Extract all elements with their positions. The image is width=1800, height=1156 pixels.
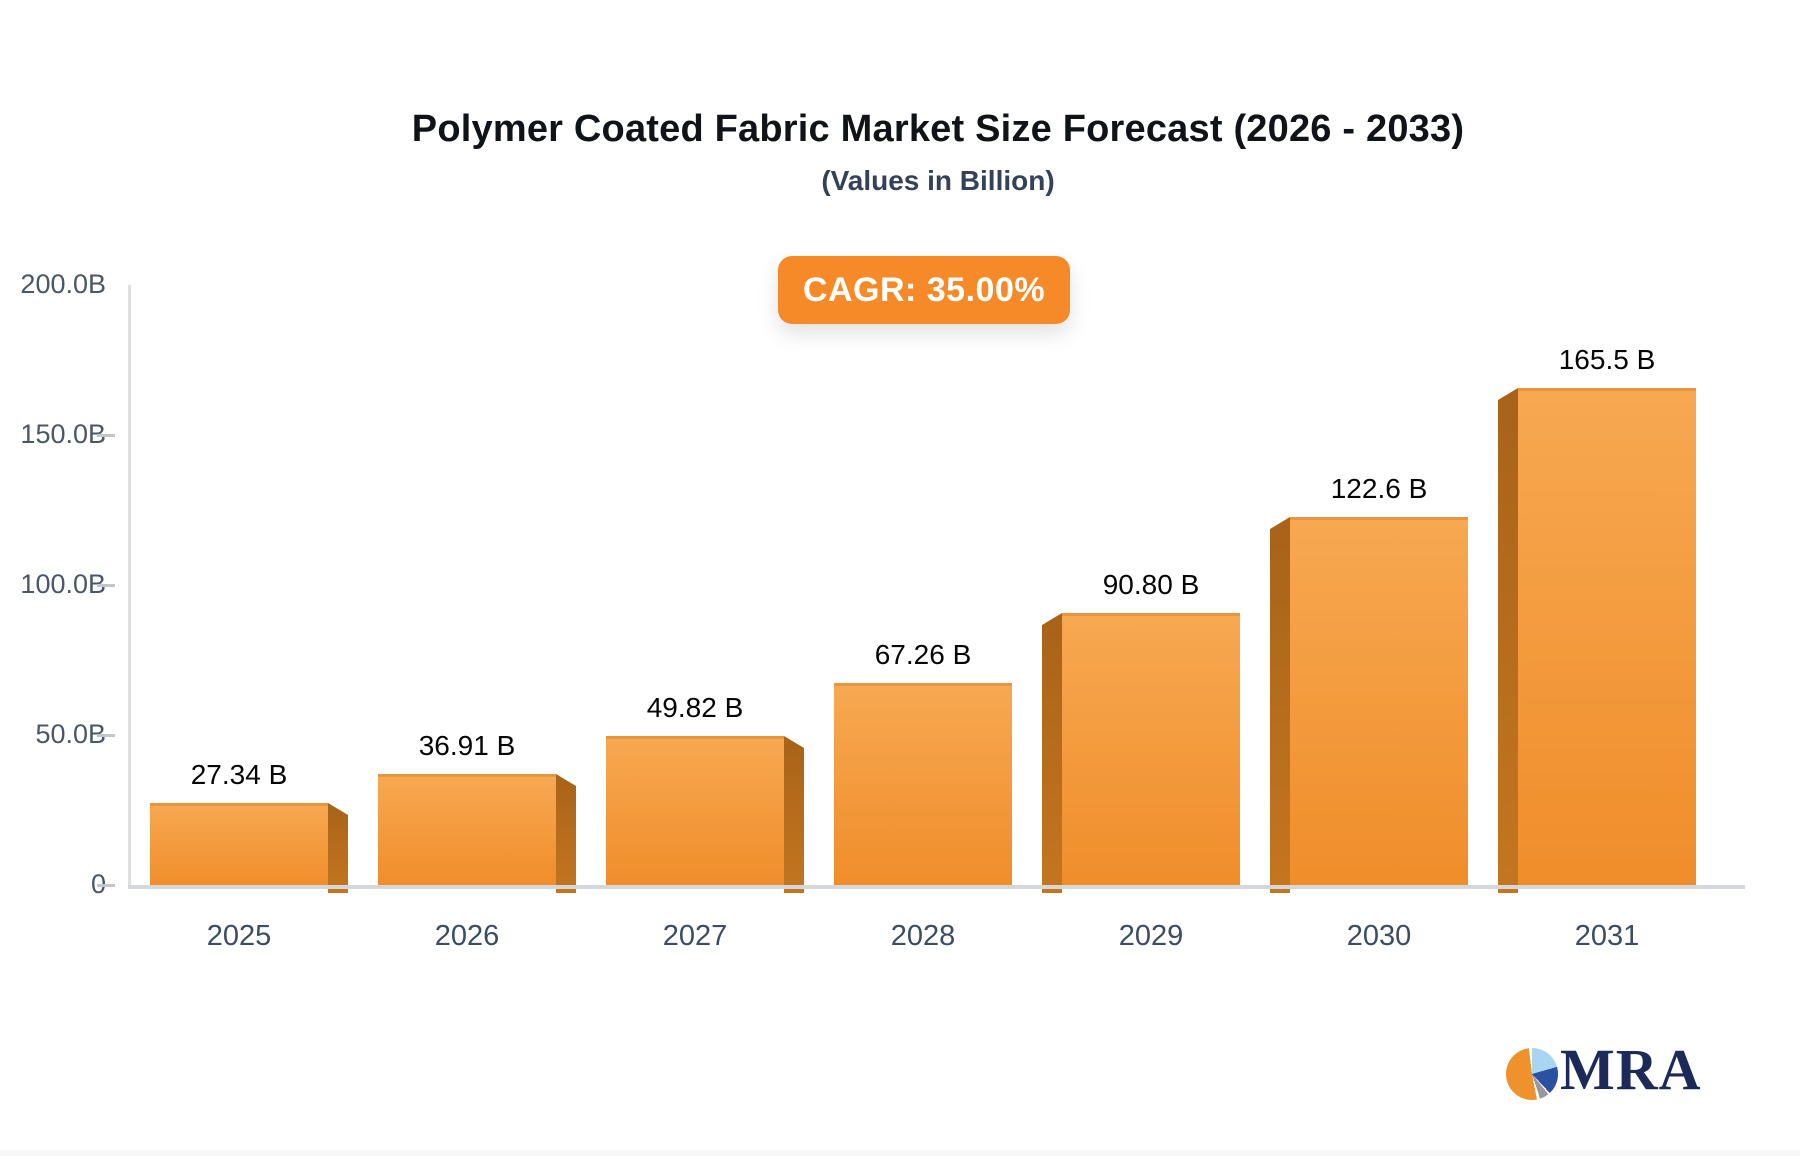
bar-2027	[606, 736, 784, 889]
bar-value-label: 90.80 B	[1102, 569, 1200, 600]
pie-logo-icon	[1506, 1047, 1558, 1100]
logo-text: MRA	[1560, 1037, 1702, 1102]
y-axis-tick	[97, 734, 115, 737]
chart-title: Polymer Coated Fabric Market Size Foreca…	[411, 108, 1465, 150]
y-axis-label: 200.0B	[20, 269, 106, 299]
chart-header: Polymer Coated Fabric Market Size Foreca…	[130, 0, 1746, 197]
bar-value-label: 122.6 B	[1330, 473, 1428, 504]
y-axis-tick	[97, 434, 115, 437]
y-axis-label: 100.0B	[20, 569, 106, 599]
x-axis-label: 2027	[662, 920, 728, 952]
bar-side-2027	[784, 736, 804, 893]
bottom-edge-strip	[0, 1150, 1800, 1156]
bar-side-2025	[328, 803, 348, 893]
brand-logo: MRA	[1506, 1036, 1702, 1103]
bar-value-label: 67.26 B	[874, 639, 972, 670]
bar-side-2029	[1042, 613, 1062, 893]
bar-2025	[150, 803, 328, 889]
y-axis-label: 150.0B	[20, 419, 106, 449]
x-axis-baseline	[128, 885, 1745, 889]
bar-value-label: 49.82 B	[646, 692, 744, 723]
bar-value-label: 27.34 B	[190, 759, 288, 790]
bar-2030	[1290, 517, 1468, 889]
chart-subtitle: (Values in Billion)	[821, 165, 1055, 196]
x-axis-label: 2026	[434, 920, 500, 952]
bar-side-2030	[1270, 517, 1290, 893]
y-axis-line	[128, 285, 131, 889]
cagr-badge-label: CAGR: 35.00%	[802, 270, 1046, 309]
bar-value-label: 165.5 B	[1558, 344, 1656, 375]
x-axis-label: 2025	[206, 920, 272, 952]
bar-side-2031	[1498, 388, 1518, 893]
bar-2029	[1062, 613, 1240, 889]
x-axis-label: 2030	[1346, 920, 1412, 952]
y-axis-label: 0	[0, 869, 106, 900]
cagr-badge: CAGR: 35.00%	[778, 256, 1070, 324]
bar-value-label: 36.91 B	[418, 730, 516, 761]
x-axis-label: 2031	[1574, 920, 1640, 952]
x-axis-label: 2029	[1118, 920, 1184, 952]
bar-2026	[378, 774, 556, 889]
y-axis-tick	[97, 884, 115, 887]
bar-2028	[834, 683, 1012, 889]
y-axis-label: 50.0B	[35, 719, 106, 749]
bar-2031	[1518, 388, 1696, 889]
bar-side-2026	[556, 774, 576, 893]
x-axis-label: 2028	[890, 920, 956, 952]
y-axis-tick	[97, 584, 115, 587]
